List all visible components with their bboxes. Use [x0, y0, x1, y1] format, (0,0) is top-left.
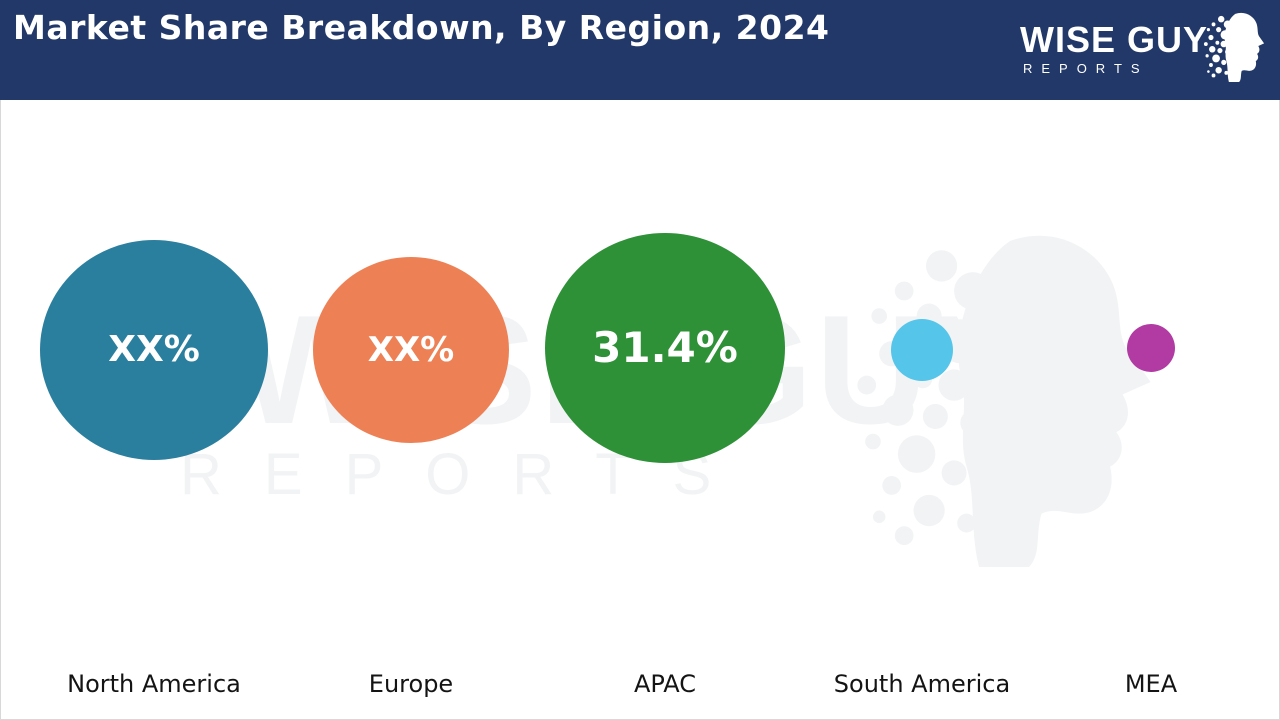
bubble-north-america: XX%: [40, 240, 268, 460]
value-label-apac: 31.4%: [592, 323, 738, 372]
value-label-north-america: XX%: [108, 329, 200, 370]
category-label-south-america: South America: [833, 670, 1011, 698]
page-title: Market Share Breakdown, By Region, 2024: [13, 8, 830, 47]
category-label-mea: MEA: [1124, 670, 1178, 698]
category-label-apac: APAC: [633, 670, 697, 698]
bubble-south-america: [891, 319, 953, 381]
value-label-europe: XX%: [367, 330, 455, 370]
logo-subtext: REPORTS: [1022, 61, 1149, 76]
header: Market Share Breakdown, By Region, 2024 …: [0, 0, 1280, 100]
wiseguy-logo: WISE GUY REPORTS: [1020, 10, 1266, 82]
wiseguy-face-icon: [1203, 12, 1265, 82]
category-label-north-america: North America: [67, 670, 241, 698]
bubble-europe: XX%: [313, 257, 509, 443]
bubble-mea: [1127, 324, 1175, 372]
category-label-europe: Europe: [368, 670, 454, 698]
bubble-apac: 31.4%: [545, 233, 785, 463]
logo-wordmark: WISE GUY: [1019, 19, 1208, 60]
